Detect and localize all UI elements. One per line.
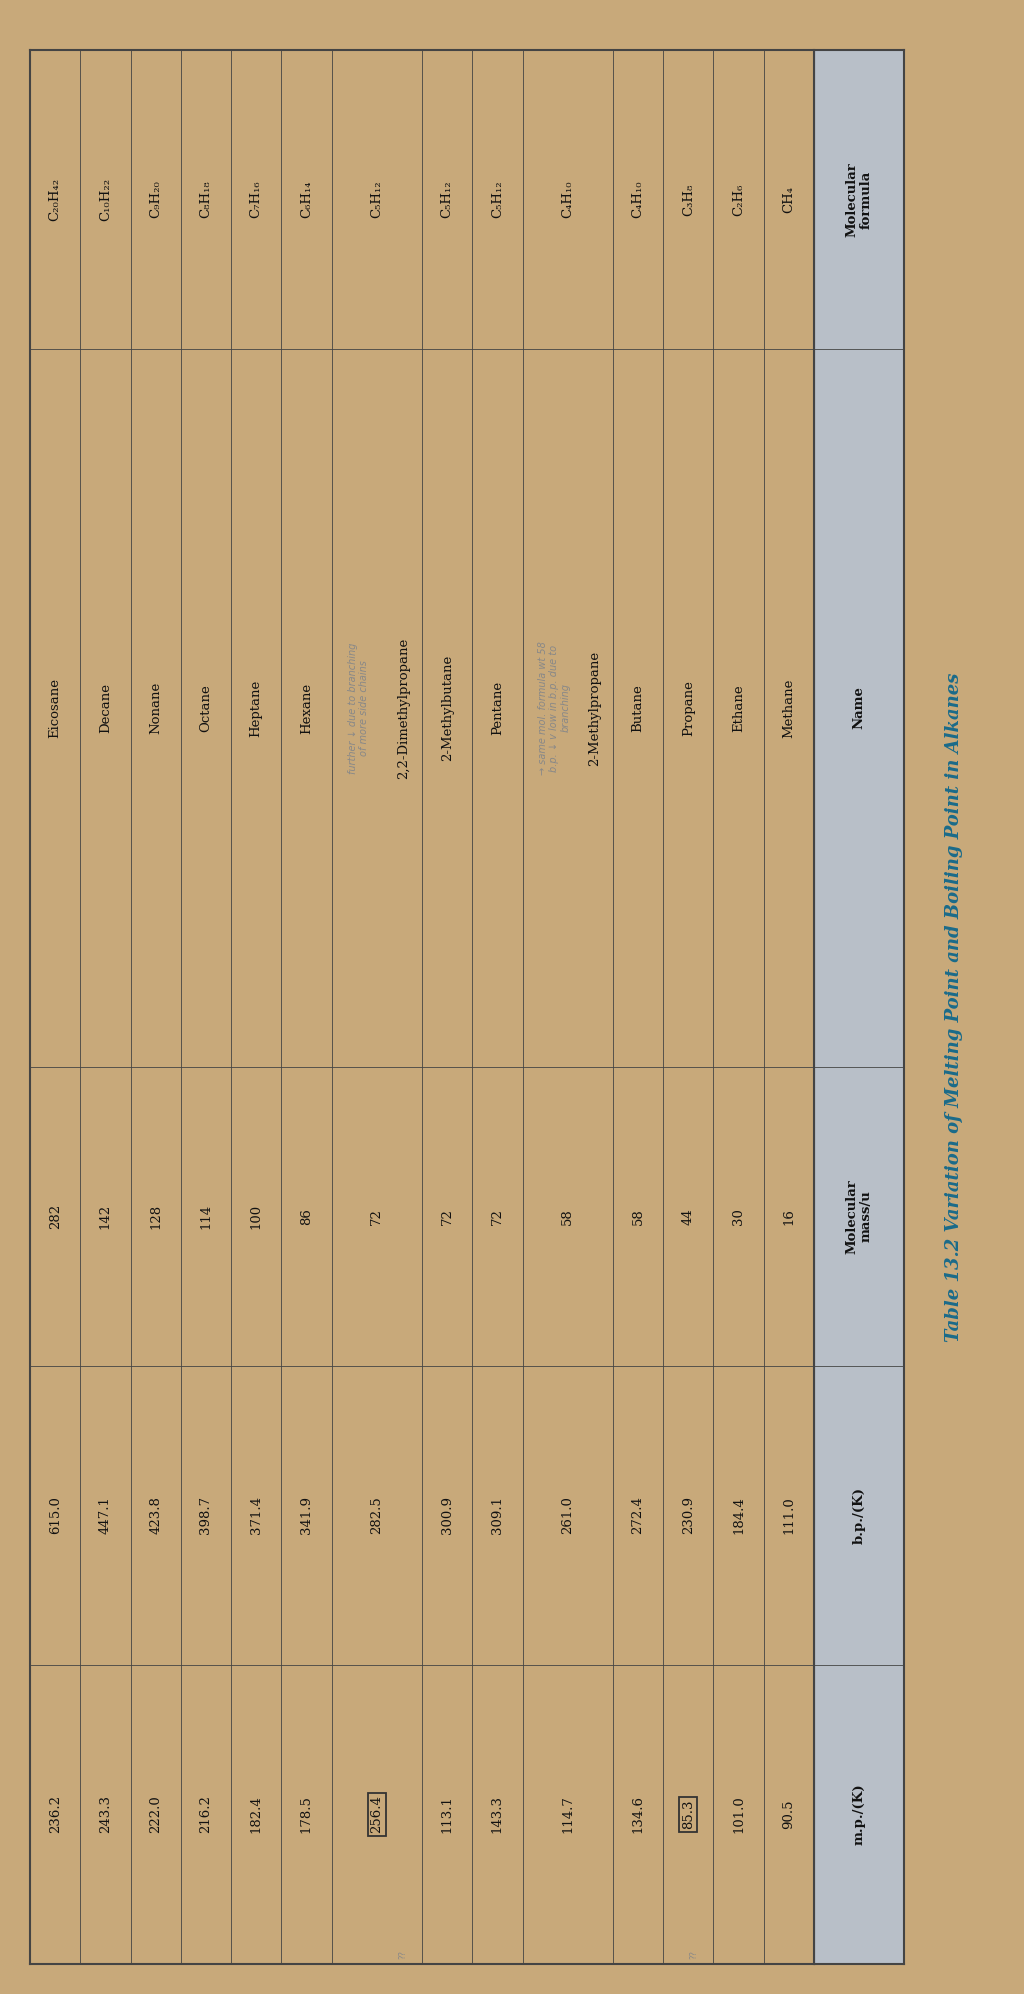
Text: 423.8: 423.8 bbox=[150, 1496, 162, 1533]
Text: C₂₀H₄₂: C₂₀H₄₂ bbox=[48, 177, 61, 221]
Text: 243.3: 243.3 bbox=[99, 1795, 112, 1832]
Text: 230.9: 230.9 bbox=[682, 1496, 695, 1535]
Text: 16: 16 bbox=[782, 1208, 796, 1224]
Text: C₅H₁₂: C₅H₁₂ bbox=[490, 181, 504, 219]
Text: CH₄: CH₄ bbox=[782, 185, 796, 213]
Text: C₇H₁₆: C₇H₁₆ bbox=[250, 181, 262, 219]
Text: 2-Methylpropane: 2-Methylpropane bbox=[589, 650, 601, 766]
Text: 128: 128 bbox=[150, 1204, 162, 1228]
Text: further ↓ due to branching
of more side chains: further ↓ due to branching of more side … bbox=[348, 642, 370, 774]
Text: 256.4: 256.4 bbox=[371, 1795, 383, 1832]
Text: 72: 72 bbox=[371, 1208, 383, 1224]
Text: 30: 30 bbox=[732, 1208, 745, 1224]
Text: 143.3: 143.3 bbox=[490, 1795, 504, 1832]
Text: 178.5: 178.5 bbox=[300, 1795, 313, 1832]
Text: Molecular
formula: Molecular formula bbox=[845, 162, 873, 237]
Text: 114: 114 bbox=[200, 1204, 212, 1228]
Text: m.p./(K): m.p./(K) bbox=[853, 1785, 865, 1844]
Polygon shape bbox=[472, 50, 522, 1964]
Text: Hexane: Hexane bbox=[300, 682, 313, 734]
Polygon shape bbox=[332, 50, 422, 1964]
Text: 184.4: 184.4 bbox=[732, 1497, 745, 1533]
Text: Molecular
mass/u: Molecular mass/u bbox=[845, 1178, 873, 1254]
Text: 72: 72 bbox=[490, 1208, 504, 1224]
Text: 85.3: 85.3 bbox=[682, 1801, 695, 1828]
Text: 182.4: 182.4 bbox=[250, 1795, 262, 1832]
Text: 2,2-Dimethylpropane: 2,2-Dimethylpropane bbox=[397, 638, 411, 778]
Text: Eicosane: Eicosane bbox=[48, 678, 61, 738]
Text: 272.4: 272.4 bbox=[632, 1496, 644, 1533]
Text: Nonane: Nonane bbox=[150, 682, 162, 734]
Text: C₂H₆: C₂H₆ bbox=[732, 183, 745, 215]
Polygon shape bbox=[664, 50, 714, 1964]
Text: 447.1: 447.1 bbox=[99, 1496, 112, 1533]
Text: Octane: Octane bbox=[200, 684, 212, 732]
Text: 341.9: 341.9 bbox=[300, 1496, 313, 1535]
Polygon shape bbox=[714, 50, 764, 1964]
Text: Ethane: Ethane bbox=[732, 684, 745, 732]
Text: C₈H₁₈: C₈H₁₈ bbox=[200, 181, 212, 219]
Text: C₄H₁₀: C₄H₁₀ bbox=[632, 181, 644, 219]
Text: 90.5: 90.5 bbox=[782, 1801, 796, 1828]
Polygon shape bbox=[764, 50, 814, 1964]
Text: ??: ?? bbox=[398, 1950, 407, 1958]
Text: Methane: Methane bbox=[782, 678, 796, 738]
Text: 282: 282 bbox=[48, 1204, 61, 1228]
Polygon shape bbox=[130, 50, 181, 1964]
Text: C₃H₈: C₃H₈ bbox=[682, 183, 695, 215]
Text: 58: 58 bbox=[561, 1208, 574, 1224]
Text: Decane: Decane bbox=[99, 682, 112, 734]
Text: C₄H₁₀: C₄H₁₀ bbox=[561, 181, 574, 219]
Polygon shape bbox=[282, 50, 332, 1964]
Text: C₅H₁₂: C₅H₁₂ bbox=[440, 181, 454, 219]
Text: → same mol. formula wt 58
b.p. ↓ v low in b.p. due to
branching: → same mol. formula wt 58 b.p. ↓ v low i… bbox=[538, 640, 570, 776]
Polygon shape bbox=[522, 50, 613, 1964]
Text: C₆H₁₄: C₆H₁₄ bbox=[300, 181, 313, 217]
Text: 615.0: 615.0 bbox=[48, 1496, 61, 1533]
Text: 398.7: 398.7 bbox=[200, 1496, 212, 1535]
Text: 113.1: 113.1 bbox=[440, 1795, 454, 1832]
Text: 114.7: 114.7 bbox=[561, 1795, 574, 1832]
Text: 100: 100 bbox=[250, 1204, 262, 1228]
Text: 216.2: 216.2 bbox=[200, 1795, 212, 1832]
Text: 58: 58 bbox=[632, 1208, 644, 1224]
Text: 101.0: 101.0 bbox=[732, 1795, 745, 1832]
Polygon shape bbox=[814, 50, 904, 1964]
Text: 142: 142 bbox=[99, 1204, 112, 1228]
Text: Heptane: Heptane bbox=[250, 680, 262, 736]
Text: Name: Name bbox=[853, 686, 865, 730]
Polygon shape bbox=[80, 50, 130, 1964]
Text: 282.5: 282.5 bbox=[371, 1497, 383, 1533]
Text: 300.9: 300.9 bbox=[440, 1496, 454, 1535]
Text: C₁₀H₂₂: C₁₀H₂₂ bbox=[99, 177, 112, 221]
Text: Table 13.2 Variation of Melting Point and Boiling Point in Alkanes: Table 13.2 Variation of Melting Point an… bbox=[945, 672, 963, 1342]
Text: C₅H₁₂: C₅H₁₂ bbox=[371, 181, 383, 219]
Text: 44: 44 bbox=[682, 1208, 695, 1224]
Text: 236.2: 236.2 bbox=[48, 1795, 61, 1832]
Text: 309.1: 309.1 bbox=[490, 1496, 504, 1535]
Polygon shape bbox=[613, 50, 664, 1964]
Text: Butane: Butane bbox=[632, 684, 644, 732]
Text: 222.0: 222.0 bbox=[150, 1795, 162, 1832]
Text: Pentane: Pentane bbox=[490, 680, 504, 736]
Polygon shape bbox=[231, 50, 282, 1964]
Text: Propane: Propane bbox=[682, 680, 695, 736]
Text: ??: ?? bbox=[689, 1950, 698, 1958]
Text: 111.0: 111.0 bbox=[782, 1497, 796, 1533]
Polygon shape bbox=[422, 50, 472, 1964]
Text: 2-Methylbutane: 2-Methylbutane bbox=[440, 654, 454, 762]
Text: C₉H₂₀: C₉H₂₀ bbox=[150, 181, 162, 219]
Polygon shape bbox=[181, 50, 231, 1964]
Text: 371.4: 371.4 bbox=[250, 1496, 262, 1535]
Text: b.p./(K): b.p./(K) bbox=[853, 1488, 865, 1543]
Text: 134.6: 134.6 bbox=[632, 1795, 644, 1832]
Text: 261.0: 261.0 bbox=[561, 1496, 574, 1533]
Text: 72: 72 bbox=[440, 1208, 454, 1224]
Polygon shape bbox=[30, 50, 80, 1964]
Text: 86: 86 bbox=[300, 1208, 313, 1224]
